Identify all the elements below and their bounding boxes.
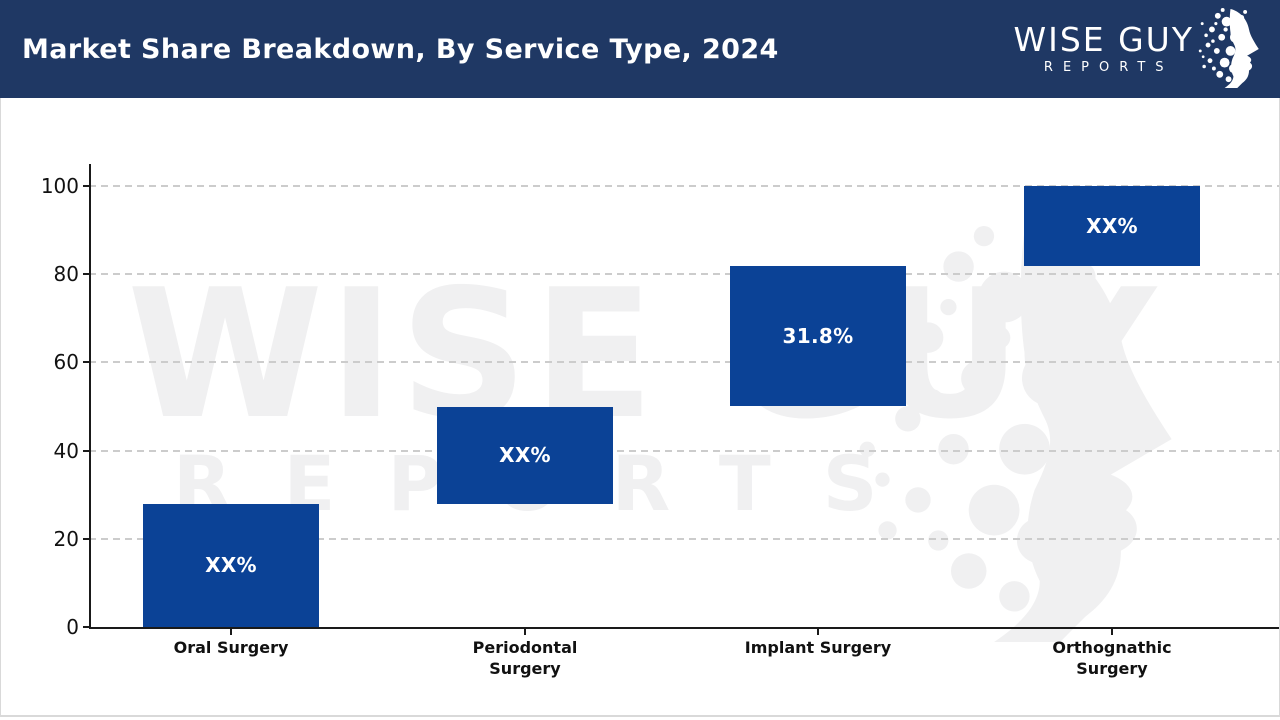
category-label-1: Oral Surgery bbox=[173, 638, 289, 657]
x-axis-tick-2 bbox=[524, 629, 526, 635]
gridline-20 bbox=[89, 537, 1279, 540]
y-axis-tick-0 bbox=[83, 626, 90, 628]
y-tick-label-0: 0 bbox=[66, 615, 79, 639]
x-axis-spine bbox=[89, 627, 1279, 629]
x-axis-tick-1 bbox=[230, 629, 232, 635]
gridline-40 bbox=[89, 449, 1279, 452]
category-label-4: Orthognathic Surgery bbox=[1052, 638, 1172, 678]
gridline-80 bbox=[89, 273, 1279, 276]
gridline-60 bbox=[89, 361, 1279, 364]
bar-value-label: XX% bbox=[1086, 214, 1138, 239]
bar-value-label: XX% bbox=[205, 553, 257, 578]
category-label-3: Implant Surgery bbox=[744, 638, 892, 657]
y-axis-tick-100 bbox=[83, 185, 90, 187]
y-axis-tick-80 bbox=[83, 273, 90, 276]
y-axis-spine bbox=[89, 164, 91, 629]
logo-brand-text: WISE GUY bbox=[1013, 20, 1194, 60]
bar-oral-surgery: XX% bbox=[143, 503, 319, 627]
y-axis-tick-40 bbox=[83, 449, 90, 452]
y-axis-tick-60 bbox=[83, 361, 90, 364]
y-tick-label-80: 80 bbox=[53, 262, 79, 287]
dotted-face-profile-icon bbox=[1198, 8, 1259, 88]
category-label-2: Periodontal Surgery bbox=[472, 638, 578, 678]
logo-text: WISE GUY REPORTS bbox=[1013, 23, 1194, 75]
header-bar: Market Share Breakdown, By Service Type,… bbox=[0, 0, 1280, 98]
bar-orthognathic-surgery: XX% bbox=[1024, 186, 1200, 267]
bar-implant-surgery: 31.8% bbox=[730, 266, 906, 407]
y-tick-label-100: 100 bbox=[40, 174, 79, 198]
bar-value-label: 31.8% bbox=[782, 324, 854, 349]
y-axis-tick-20 bbox=[83, 537, 90, 540]
watermark-dotted-face-profile-icon bbox=[859, 226, 1172, 642]
wise-guy-reports-logo: WISE GUY REPORTS bbox=[1013, 8, 1262, 88]
page-title: Market Share Breakdown, By Service Type,… bbox=[22, 33, 779, 65]
gridline-100 bbox=[89, 185, 1279, 187]
logo-tagline-text: REPORTS bbox=[1043, 59, 1174, 75]
x-axis-tick-3 bbox=[817, 629, 819, 635]
x-axis-tick-4 bbox=[1111, 629, 1113, 635]
y-tick-label-20: 20 bbox=[53, 526, 79, 551]
y-tick-label-40: 40 bbox=[53, 438, 79, 463]
y-tick-label-60: 60 bbox=[53, 350, 79, 375]
bar-value-label: XX% bbox=[499, 443, 551, 467]
bar-periodontal-surgery: XX% bbox=[437, 406, 613, 504]
